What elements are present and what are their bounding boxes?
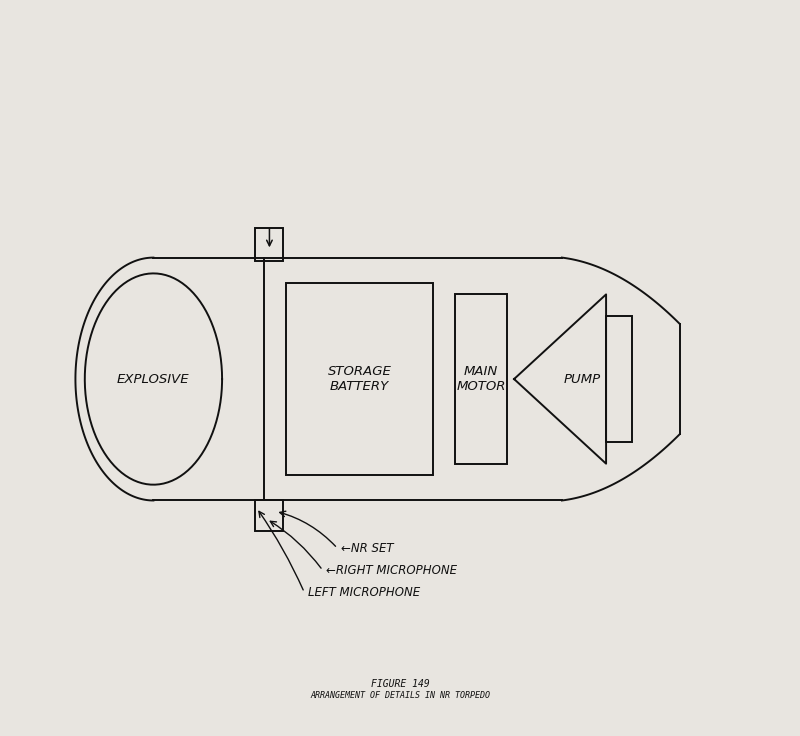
Text: ←RIGHT MICROPHONE: ←RIGHT MICROPHONE <box>326 564 458 577</box>
Text: PUMP: PUMP <box>563 372 601 386</box>
Text: EXPLOSIVE: EXPLOSIVE <box>117 372 190 386</box>
Text: LEFT MICROPHONE: LEFT MICROPHONE <box>308 586 420 599</box>
Bar <box>255 228 283 261</box>
Bar <box>455 294 506 464</box>
Text: ARRANGEMENT OF DETAILS IN NR TORPEDO: ARRANGEMENT OF DETAILS IN NR TORPEDO <box>310 691 490 700</box>
Text: ←NR SET: ←NR SET <box>341 542 394 555</box>
Bar <box>606 316 632 442</box>
Text: FIGURE 149: FIGURE 149 <box>370 679 430 690</box>
Bar <box>255 500 283 531</box>
Bar <box>286 283 433 475</box>
Text: STORAGE
BATTERY: STORAGE BATTERY <box>327 365 391 393</box>
Text: MAIN
MOTOR: MAIN MOTOR <box>456 365 506 393</box>
